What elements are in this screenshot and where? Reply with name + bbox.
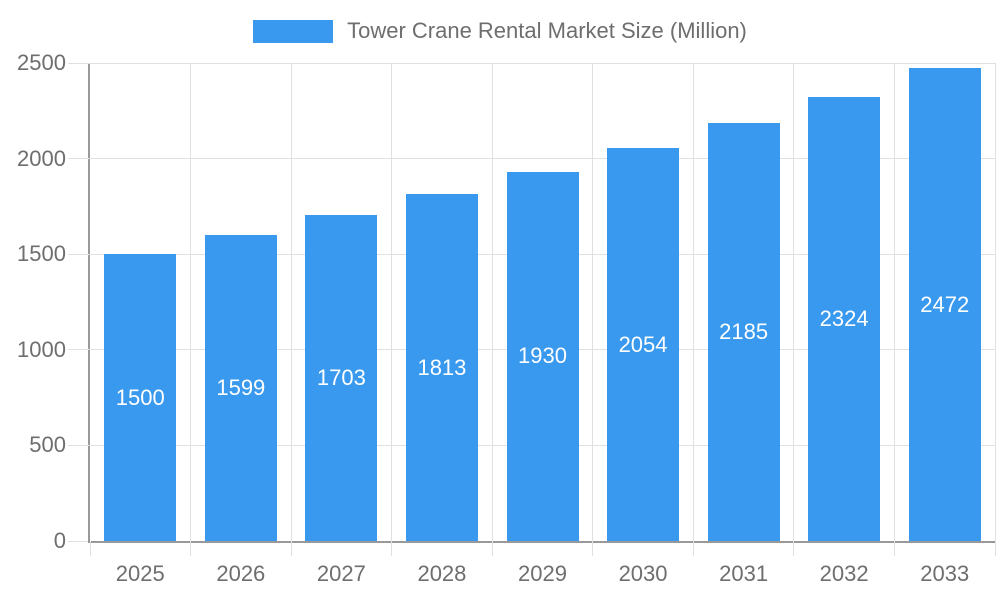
bar[interactable]: 1500	[104, 254, 177, 541]
h-gridline	[68, 158, 995, 160]
y-tick-label: 2000	[17, 145, 66, 171]
x-tick	[994, 541, 996, 556]
y-tick-label: 2500	[17, 50, 66, 75]
bar[interactable]: 2054	[607, 148, 680, 541]
bar-value-label: 2324	[819, 305, 869, 331]
bar-value-label: 1930	[518, 343, 567, 369]
legend[interactable]: Tower Crane Rental Market Size (Million)	[0, 18, 1000, 44]
x-tick-label: 2033	[920, 561, 970, 586]
bar[interactable]: 2324	[808, 96, 881, 541]
x-tick	[90, 541, 91, 556]
v-gridline	[592, 63, 594, 541]
x-tick	[190, 541, 192, 556]
bar[interactable]: 1930	[506, 171, 579, 541]
bar-value-label: 1500	[115, 384, 165, 410]
x-tick	[290, 541, 292, 556]
h-gridline	[68, 540, 88, 542]
bar[interactable]: 1599	[204, 235, 277, 541]
v-gridline	[994, 63, 996, 541]
v-gridline	[793, 63, 795, 541]
x-tick-label: 2028	[417, 561, 467, 586]
v-gridline	[190, 63, 192, 541]
x-tick	[893, 541, 895, 556]
v-gridline	[391, 63, 393, 541]
x-tick	[592, 541, 594, 556]
v-gridline	[692, 63, 694, 541]
bar-value-label: 1813	[417, 354, 467, 380]
v-gridline	[893, 63, 895, 541]
bar[interactable]: 2185	[707, 123, 780, 541]
x-tick-label: 2026	[216, 561, 266, 586]
bar[interactable]: 2472	[908, 68, 981, 541]
legend-label: Tower Crane Rental Market Size (Million)	[347, 18, 747, 43]
bar[interactable]: 1703	[305, 215, 378, 541]
x-tick-label: 2030	[618, 561, 668, 586]
h-gridline	[68, 62, 995, 64]
x-tick-label: 2027	[316, 561, 366, 586]
y-tick-label: 0	[53, 528, 66, 553]
bar-value-label: 1599	[216, 375, 266, 401]
x-tick-label: 2025	[115, 561, 165, 586]
v-gridline	[290, 63, 292, 541]
bar-value-label: 1703	[316, 365, 366, 391]
bar[interactable]: 1813	[405, 194, 478, 541]
bar-value-label: 2054	[618, 331, 668, 357]
x-tick-label: 2031	[719, 561, 769, 586]
x-tick	[692, 541, 694, 556]
x-tick	[793, 541, 795, 556]
v-gridline	[491, 63, 493, 541]
y-tick-label: 1000	[17, 336, 66, 362]
x-tick-label: 2029	[518, 561, 567, 586]
x-tick	[391, 541, 393, 556]
bar-value-label: 2472	[920, 291, 970, 317]
legend-swatch	[253, 19, 334, 43]
plot-area: 0 500 1000 1500 2000 2500 1500 2025 1599 2026 1703…	[17, 52, 996, 585]
y-tick-label: 500	[29, 432, 66, 458]
x-tick-label: 2032	[819, 561, 869, 586]
y-tick-label: 1500	[17, 241, 66, 267]
x-tick	[491, 541, 493, 556]
bar-value-label: 2185	[719, 319, 769, 345]
